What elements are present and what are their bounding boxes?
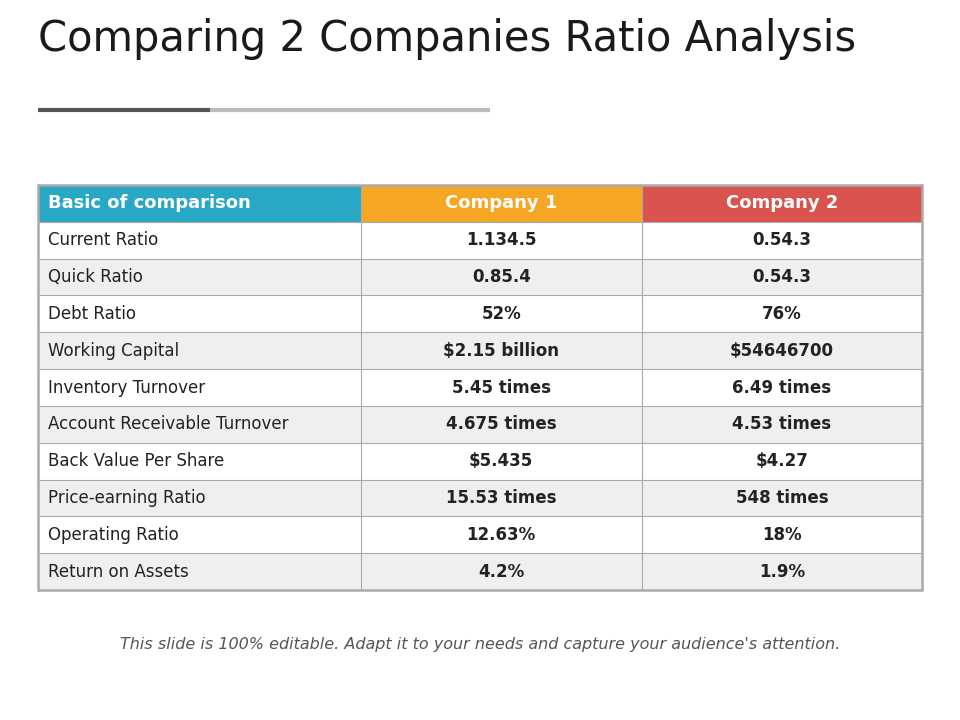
Text: This slide is 100% editable. Adapt it to your needs and capture your audience's : This slide is 100% editable. Adapt it to… bbox=[120, 637, 840, 652]
Text: $5.435: $5.435 bbox=[469, 452, 534, 470]
Bar bbox=[38, 295, 922, 332]
Text: 18%: 18% bbox=[762, 526, 802, 544]
Text: 1.9%: 1.9% bbox=[758, 562, 804, 580]
Text: Quick Ratio: Quick Ratio bbox=[48, 268, 143, 286]
Text: $4.27: $4.27 bbox=[756, 452, 808, 470]
Text: Return on Assets: Return on Assets bbox=[48, 562, 189, 580]
Text: 0.85.4: 0.85.4 bbox=[471, 268, 531, 286]
Text: Back Value Per Share: Back Value Per Share bbox=[48, 452, 225, 470]
Bar bbox=[38, 480, 922, 516]
Bar bbox=[38, 369, 922, 406]
Bar bbox=[642, 185, 922, 222]
Text: Company 1: Company 1 bbox=[445, 194, 558, 212]
Bar bbox=[38, 553, 922, 590]
Bar bbox=[38, 185, 361, 222]
Text: 15.53 times: 15.53 times bbox=[446, 489, 557, 507]
Text: Inventory Turnover: Inventory Turnover bbox=[48, 379, 205, 397]
Bar bbox=[38, 406, 922, 443]
Text: Basic of comparison: Basic of comparison bbox=[48, 194, 251, 212]
Text: 1.134.5: 1.134.5 bbox=[466, 231, 537, 249]
Text: $54646700: $54646700 bbox=[730, 342, 834, 360]
Text: Account Receivable Turnover: Account Receivable Turnover bbox=[48, 415, 289, 433]
Text: 6.49 times: 6.49 times bbox=[732, 379, 831, 397]
Text: Current Ratio: Current Ratio bbox=[48, 231, 158, 249]
Text: 548 times: 548 times bbox=[735, 489, 828, 507]
Text: Debt Ratio: Debt Ratio bbox=[48, 305, 136, 323]
Bar bbox=[38, 516, 922, 553]
Bar bbox=[38, 332, 922, 369]
Text: Operating Ratio: Operating Ratio bbox=[48, 526, 179, 544]
Text: 52%: 52% bbox=[481, 305, 521, 323]
Text: 0.54.3: 0.54.3 bbox=[753, 231, 811, 249]
Text: 4.53 times: 4.53 times bbox=[732, 415, 831, 433]
Text: Comparing 2 Companies Ratio Analysis: Comparing 2 Companies Ratio Analysis bbox=[38, 18, 856, 60]
Bar bbox=[361, 185, 642, 222]
Text: $2.15 billion: $2.15 billion bbox=[444, 342, 560, 360]
Text: 0.54.3: 0.54.3 bbox=[753, 268, 811, 286]
Text: 12.63%: 12.63% bbox=[467, 526, 536, 544]
Text: 5.45 times: 5.45 times bbox=[452, 379, 551, 397]
Text: 4.675 times: 4.675 times bbox=[445, 415, 557, 433]
Text: 4.2%: 4.2% bbox=[478, 562, 524, 580]
Text: Company 2: Company 2 bbox=[726, 194, 838, 212]
Text: Price-earning Ratio: Price-earning Ratio bbox=[48, 489, 205, 507]
Bar bbox=[38, 258, 922, 295]
Text: 76%: 76% bbox=[762, 305, 802, 323]
Bar bbox=[38, 222, 922, 258]
Text: Working Capital: Working Capital bbox=[48, 342, 180, 360]
Bar bbox=[38, 443, 922, 480]
